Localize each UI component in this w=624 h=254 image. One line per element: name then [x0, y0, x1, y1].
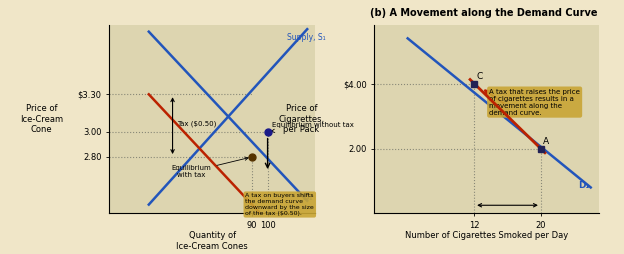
- X-axis label: Number of Cigarettes Smoked per Day: Number of Cigarettes Smoked per Day: [405, 231, 568, 240]
- Text: A tax that raises the price
of cigarettes results in a
movement along the
demand: A tax that raises the price of cigarette…: [489, 89, 580, 116]
- Text: D₁: D₁: [303, 193, 313, 202]
- Text: Supply, S₁: Supply, S₁: [286, 33, 325, 42]
- Y-axis label: Price of
Cigarettes,
per Pack: Price of Cigarettes, per Pack: [278, 104, 324, 134]
- Text: D₁: D₁: [578, 181, 590, 190]
- Text: Equilibrium
with tax: Equilibrium with tax: [172, 157, 248, 178]
- Y-axis label: Price of
Ice-Cream
Cone: Price of Ice-Cream Cone: [20, 104, 63, 134]
- Text: C: C: [477, 72, 483, 81]
- Text: Equilibrium without tax: Equilibrium without tax: [271, 122, 354, 133]
- Text: Tax ($0.50): Tax ($0.50): [177, 120, 217, 127]
- X-axis label: Quantity of
Ice-Cream Cones: Quantity of Ice-Cream Cones: [177, 231, 248, 251]
- Text: (b) A Movement along the Demand Curve: (b) A Movement along the Demand Curve: [370, 8, 597, 18]
- Text: A tax on buyers shifts
the demand curve
downward by the size
of the tax ($0.50).: A tax on buyers shifts the demand curve …: [245, 193, 314, 216]
- Text: A: A: [544, 137, 549, 146]
